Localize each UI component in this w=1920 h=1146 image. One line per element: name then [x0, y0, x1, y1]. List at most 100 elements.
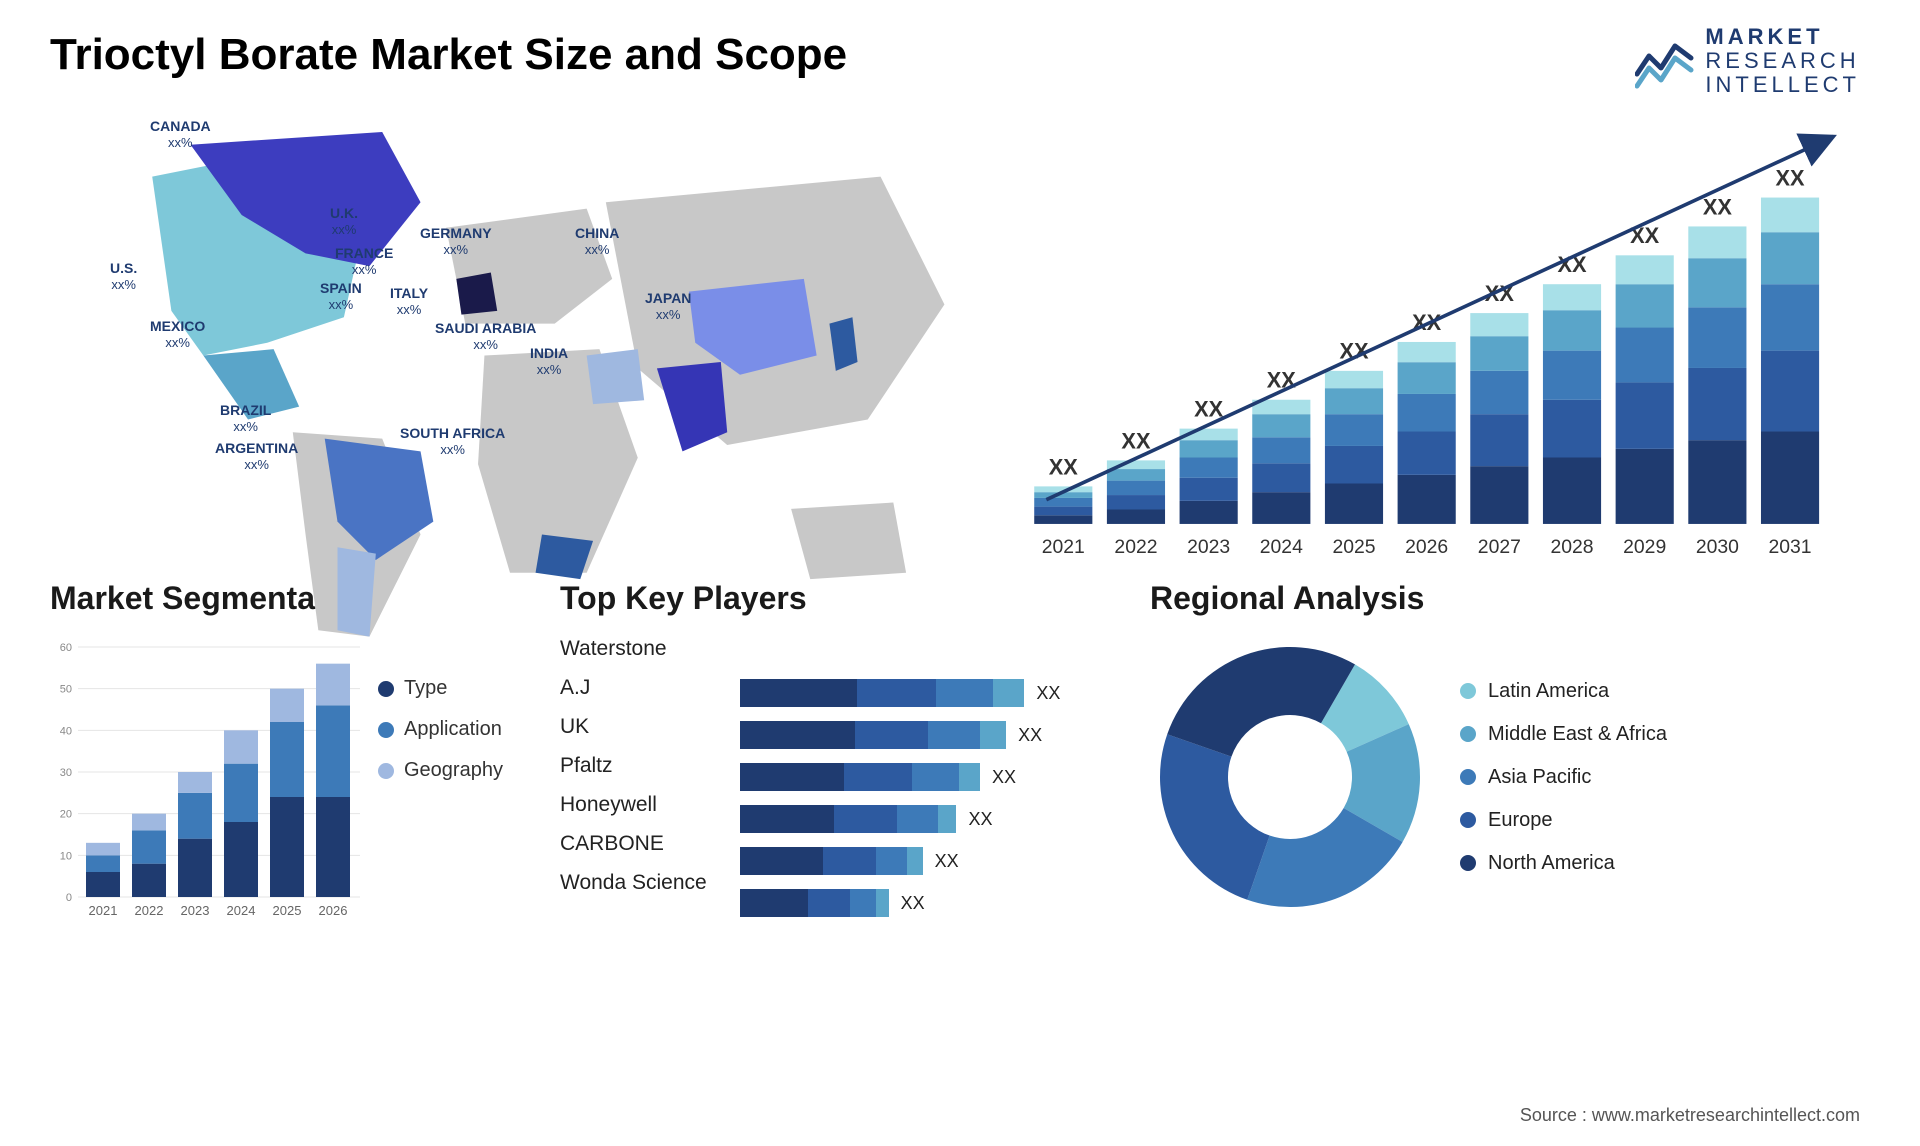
player-name-4: Honeywell [560, 793, 720, 817]
forecast-bar-2030-seg1 [1688, 368, 1746, 440]
seg-bar-2021-2 [86, 843, 120, 856]
player-name-2: UK [560, 715, 720, 739]
forecast-year-2025: 2025 [1332, 536, 1375, 558]
forecast-bar-2026-seg2 [1398, 394, 1456, 432]
forecast-year-2031: 2031 [1769, 536, 1812, 558]
player-bar-value-5: XX [901, 893, 925, 914]
reg-legend-item-4: North America [1460, 852, 1667, 875]
forecast-year-2024: 2024 [1260, 536, 1303, 558]
seg-legend-dot-1 [378, 722, 394, 738]
seg-bar-2024-1 [224, 764, 258, 822]
forecast-bar-2025-seg4 [1325, 371, 1383, 388]
seg-bar-2022-2 [132, 814, 166, 831]
forecast-bar-2031-seg3 [1761, 232, 1819, 284]
map-label-southafrica: SOUTH AFRICAxx% [400, 425, 505, 457]
seg-ytick-40: 40 [60, 725, 72, 737]
player-bar-value-0: XX [1036, 683, 1060, 704]
map-label-uk: U.K.xx% [330, 205, 358, 237]
player-bar-seg-2-0 [740, 763, 844, 791]
player-bar-seg-1-0 [740, 721, 855, 749]
forecast-bar-2023-seg2 [1180, 458, 1238, 478]
player-bar-row-2: XX [740, 763, 1120, 791]
logo: MARKET RESEARCH INTELLECT [1635, 25, 1860, 98]
reg-legend-item-1: Middle East & Africa [1460, 723, 1667, 746]
map-region-saudi [587, 349, 644, 404]
forecast-bar-2027-seg1 [1470, 414, 1528, 466]
forecast-bar-2027-seg0 [1470, 466, 1528, 524]
forecast-bar-2030-seg0 [1688, 440, 1746, 524]
map-label-italy: ITALYxx% [390, 285, 428, 317]
forecast-bar-2022-seg1 [1107, 495, 1165, 509]
forecast-bar-label-2024: XX [1267, 368, 1297, 393]
player-bar-value-1: XX [1018, 725, 1042, 746]
reg-legend-dot-1 [1460, 726, 1476, 742]
player-bar-seg-3-3 [938, 805, 956, 833]
forecast-bar-2028-seg0 [1543, 458, 1601, 524]
map-region-india [657, 362, 727, 451]
forecast-bar-2026-seg4 [1398, 342, 1456, 362]
reg-legend-label-2: Asia Pacific [1488, 766, 1591, 789]
forecast-year-2021: 2021 [1042, 536, 1085, 558]
forecast-bar-2026-seg3 [1398, 362, 1456, 394]
player-bar-seg-4-0 [740, 847, 823, 875]
seg-legend-dot-0 [378, 681, 394, 697]
forecast-bar-2024-seg0 [1252, 492, 1310, 524]
seg-bar-2026-0 [316, 797, 350, 897]
forecast-bar-label-2030: XX [1703, 194, 1733, 219]
map-label-france: FRANCExx% [335, 245, 393, 277]
forecast-bar-2023-seg3 [1180, 440, 1238, 457]
player-bar-seg-2-3 [959, 763, 980, 791]
seg-bar-2026-1 [316, 705, 350, 797]
seg-year-2021: 2021 [89, 903, 118, 918]
player-bar-value-4: XX [935, 851, 959, 872]
forecast-year-2029: 2029 [1623, 536, 1666, 558]
map-label-canada: CANADAxx% [150, 118, 211, 150]
player-bar-value-3: XX [968, 809, 992, 830]
reg-legend-dot-4 [1460, 855, 1476, 871]
forecast-bar-2025-seg1 [1325, 446, 1383, 484]
player-name-1: A.J [560, 676, 720, 700]
forecast-bar-2021-seg2 [1034, 498, 1092, 507]
forecast-year-2026: 2026 [1405, 536, 1448, 558]
map-region-australia [791, 502, 906, 579]
player-bar-row-5: XX [740, 889, 1120, 917]
player-bar-seg-1-2 [928, 721, 980, 749]
seg-ytick-0: 0 [66, 892, 72, 904]
seg-bar-2023-0 [178, 839, 212, 897]
reg-legend-item-0: Latin America [1460, 680, 1667, 703]
player-bar-seg-5-1 [808, 889, 850, 917]
player-name-6: Wonda Science [560, 871, 720, 895]
regional-legend: Latin America Middle East & Africa Asia Pa… [1460, 680, 1667, 875]
player-bar-seg-1-1 [855, 721, 928, 749]
seg-year-2026: 2026 [319, 903, 348, 918]
seg-bar-2022-0 [132, 864, 166, 897]
player-bar-seg-4-2 [876, 847, 907, 875]
reg-legend-item-3: Europe [1460, 809, 1667, 832]
forecast-bar-label-2022: XX [1121, 428, 1151, 453]
forecast-bar-2022-seg3 [1107, 469, 1165, 481]
forecast-year-2030: 2030 [1696, 536, 1739, 558]
reg-legend-dot-3 [1460, 812, 1476, 828]
map-label-us: U.S.xx% [110, 260, 137, 292]
player-bar-4 [740, 847, 923, 875]
forecast-bar-label-2021: XX [1049, 454, 1079, 479]
forecast-year-2023: 2023 [1187, 536, 1230, 558]
forecast-year-2027: 2027 [1478, 536, 1521, 558]
reg-legend-dot-0 [1460, 683, 1476, 699]
forecast-bar-2028-seg2 [1543, 351, 1601, 400]
player-bar-seg-3-2 [897, 805, 939, 833]
logo-text-3: INTELLECT [1705, 73, 1860, 97]
forecast-bar-2030-seg4 [1688, 226, 1746, 258]
player-bar-seg-2-2 [912, 763, 959, 791]
seg-ytick-20: 20 [60, 809, 72, 821]
forecast-bar-2029-seg1 [1616, 382, 1674, 448]
reg-legend-item-2: Asia Pacific [1460, 766, 1667, 789]
player-name-3: Pfaltz [560, 754, 720, 778]
map-label-japan: JAPANxx% [645, 290, 691, 322]
forecast-bar-2022-seg2 [1107, 481, 1165, 495]
source-text: Source : www.marketresearchintellect.com [1520, 1105, 1860, 1126]
seg-legend-label-0: Type [404, 677, 447, 700]
player-bar-seg-0-1 [857, 679, 935, 707]
forecast-bar-2028-seg4 [1543, 284, 1601, 310]
forecast-bar-2029-seg3 [1616, 284, 1674, 327]
